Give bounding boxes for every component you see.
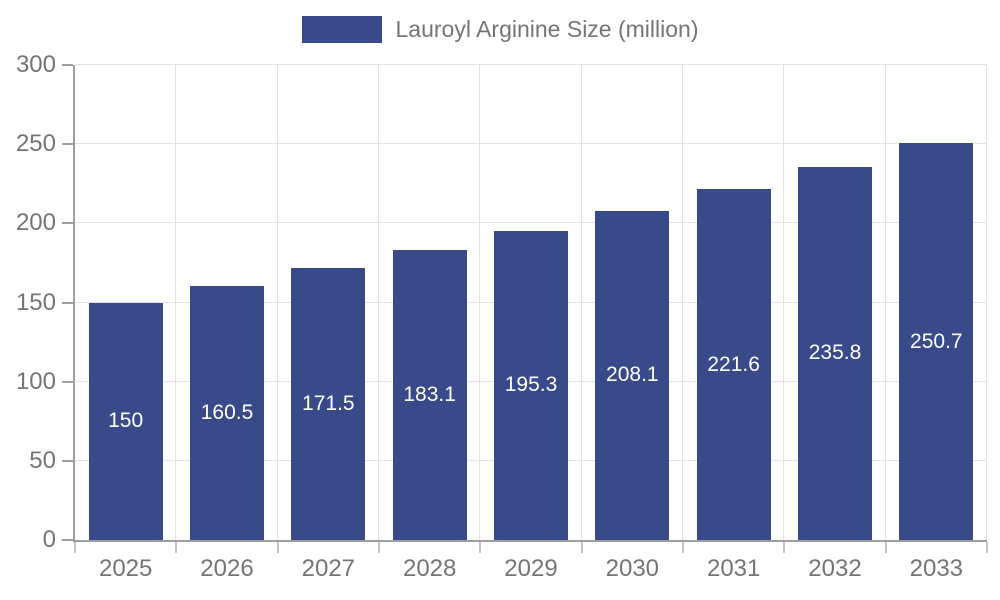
x-axis-tick-label: 2031	[706, 555, 761, 582]
bar-value-label: 221.6	[707, 352, 760, 376]
bar: 221.6	[696, 189, 771, 540]
x-axis-tick	[682, 542, 684, 553]
gridline-vertical	[986, 65, 987, 540]
y-axis-tick-label: 200	[15, 209, 56, 237]
legend-label: Lauroyl Arginine Size (million)	[395, 16, 699, 42]
gridline-horizontal	[75, 222, 987, 224]
x-axis-tick	[175, 542, 178, 553]
y-axis-tick-label: 300	[15, 51, 56, 78]
x-axis-tick	[378, 542, 380, 553]
bar-value-label: 171.5	[302, 392, 355, 416]
bar-value-label: 208.1	[606, 363, 659, 387]
gridline-horizontal	[75, 64, 987, 65]
x-axis-tick-label: 2032	[808, 555, 862, 582]
x-axis-tick-label: 2028	[402, 555, 457, 582]
bar-value-label: 150	[108, 409, 144, 433]
plot-area: 0 50 100 150 200 250 300 2025 150 2026 160.5 2027 17…	[16, 53, 988, 582]
y-axis-tick	[62, 539, 73, 541]
bar-value-label: 250.7	[910, 329, 963, 353]
gridline-vertical	[276, 65, 278, 540]
x-axis-tick-label: 2025	[98, 555, 153, 582]
y-axis-tick	[62, 64, 73, 66]
gridline-vertical	[175, 65, 177, 540]
x-axis-tick-label: 2026	[200, 555, 254, 582]
bar-value-label: 183.1	[403, 383, 456, 407]
y-axis-tick	[62, 380, 73, 383]
gridline-vertical	[479, 65, 481, 540]
bar-value-label: 160.5	[200, 400, 254, 424]
x-axis-tick-label: 2027	[301, 555, 356, 582]
bar: 195.3	[494, 230, 568, 540]
x-axis-tick	[580, 542, 583, 553]
gridline-vertical	[378, 65, 379, 540]
bar: 150	[88, 302, 163, 540]
bar: 235.8	[798, 166, 872, 540]
bar: 171.5	[291, 268, 366, 540]
x-axis-tick	[74, 542, 76, 553]
bar: 208.1	[595, 210, 670, 540]
x-axis-tick	[479, 542, 482, 553]
y-axis-tick	[62, 143, 73, 146]
bar: 160.5	[190, 285, 264, 540]
x-axis-tick-label: 2030	[605, 555, 660, 582]
gridline-vertical	[783, 65, 785, 540]
y-axis-tick-label: 150	[15, 288, 56, 316]
x-axis-tick-label: 2029	[504, 555, 558, 582]
gridline-vertical	[580, 65, 582, 540]
x-axis-tick	[276, 542, 279, 553]
bar: 250.7	[899, 143, 974, 540]
y-axis-tick-label: 250	[15, 130, 56, 158]
y-axis-tick-label: 100	[15, 367, 56, 395]
gridline-horizontal	[75, 143, 987, 145]
gridline-vertical	[884, 65, 886, 540]
bar: 183.1	[392, 250, 467, 540]
x-axis-tick-label: 2033	[909, 555, 964, 582]
gridline-vertical	[682, 65, 683, 540]
bar-value-label: 235.8	[808, 341, 862, 365]
y-axis-tick-label: 50	[29, 446, 56, 474]
y-axis-tick	[62, 459, 73, 462]
legend-swatch-icon	[301, 16, 382, 43]
y-axis-tick	[62, 301, 73, 304]
x-axis-tick	[986, 542, 988, 553]
bar-value-label: 195.3	[504, 373, 558, 397]
y-axis-tick-label: 0	[42, 526, 56, 553]
y-axis-tick	[62, 222, 73, 225]
x-axis-tick	[884, 542, 887, 553]
x-axis-tick	[783, 542, 786, 553]
chart-legend[interactable]: Lauroyl Arginine Size (million)	[0, 16, 1000, 43]
